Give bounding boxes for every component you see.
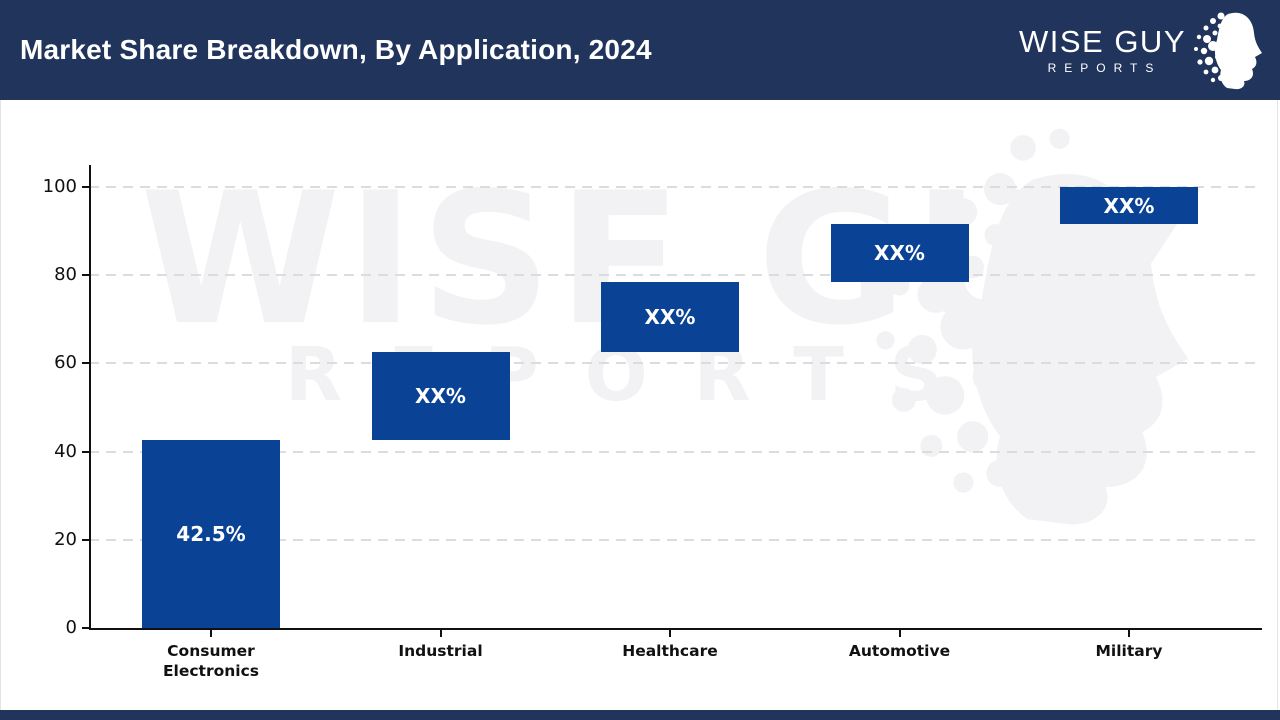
logo-wordmark-block: WISE GUY REPORTS — [1019, 26, 1186, 75]
gridline-80 — [89, 274, 1262, 277]
gridline-20 — [89, 538, 1262, 541]
gridline-100 — [89, 185, 1262, 188]
bar-value-label-automotive: XX% — [874, 240, 925, 265]
x-tick-mark-automotive — [898, 630, 901, 637]
header-bar: Market Share Breakdown, By Application, … — [0, 0, 1280, 100]
y-tick-label-20: 20 — [54, 528, 77, 550]
x-tick-mark-consumer-electronics — [210, 630, 212, 637]
x-tick-mark-military — [1128, 630, 1130, 637]
bar-value-label-military: XX% — [1103, 193, 1155, 218]
logo-wordmark: WISE GUY — [1018, 23, 1186, 59]
x-category-label-automotive: Automotive — [848, 642, 951, 660]
bar-automotive: XX% — [830, 224, 969, 282]
bar-value-label-consumer-electronics: 42.5% — [176, 522, 246, 547]
y-tick-mark-20 — [82, 538, 89, 541]
x-category-label-military: Military — [1095, 642, 1163, 660]
bar-value-label-healthcare: XX% — [644, 304, 696, 329]
footer-bar — [0, 710, 1280, 720]
x-tick-mark-healthcare — [669, 630, 671, 637]
y-tick-mark-60 — [82, 362, 89, 365]
y-tick-label-100: 100 — [42, 175, 77, 197]
y-tick-mark-0 — [82, 627, 89, 629]
x-category-label-healthcare: Healthcare — [622, 642, 718, 660]
wiseguy-logo: WISE GUY REPORTS — [1019, 9, 1262, 91]
x-tick-mark-industrial — [439, 630, 442, 637]
x-category-label-industrial: Industrial — [398, 642, 483, 660]
y-tick-label-40: 40 — [54, 440, 77, 462]
y-tick-label-0: 0 — [65, 617, 77, 638]
y-tick-label-80: 80 — [54, 264, 77, 286]
bar-military: XX% — [1060, 186, 1198, 225]
y-axis-line — [89, 165, 91, 630]
logo-subtitle: REPORTS — [1047, 60, 1162, 75]
x-category-label-consumer-electronics: Consumer Electronics — [162, 642, 260, 681]
y-tick-mark-80 — [82, 274, 89, 277]
logo-face-icon — [1194, 12, 1262, 90]
bar-healthcare: XX% — [601, 281, 739, 353]
bar-industrial: XX% — [371, 352, 510, 441]
bar-value-label-industrial: XX% — [415, 384, 466, 409]
watermark-face-icon — [876, 128, 1188, 525]
page-title: Market Share Breakdown, By Application, … — [20, 34, 652, 65]
gridline-60 — [89, 362, 1262, 365]
y-tick-mark-100 — [82, 185, 89, 188]
y-tick-mark-40 — [82, 450, 89, 453]
y-tick-label-60: 60 — [54, 352, 77, 374]
bar-consumer-electronics: 42.5% — [142, 440, 280, 628]
gridline-40 — [89, 450, 1262, 453]
x-axis-line — [89, 628, 1262, 630]
